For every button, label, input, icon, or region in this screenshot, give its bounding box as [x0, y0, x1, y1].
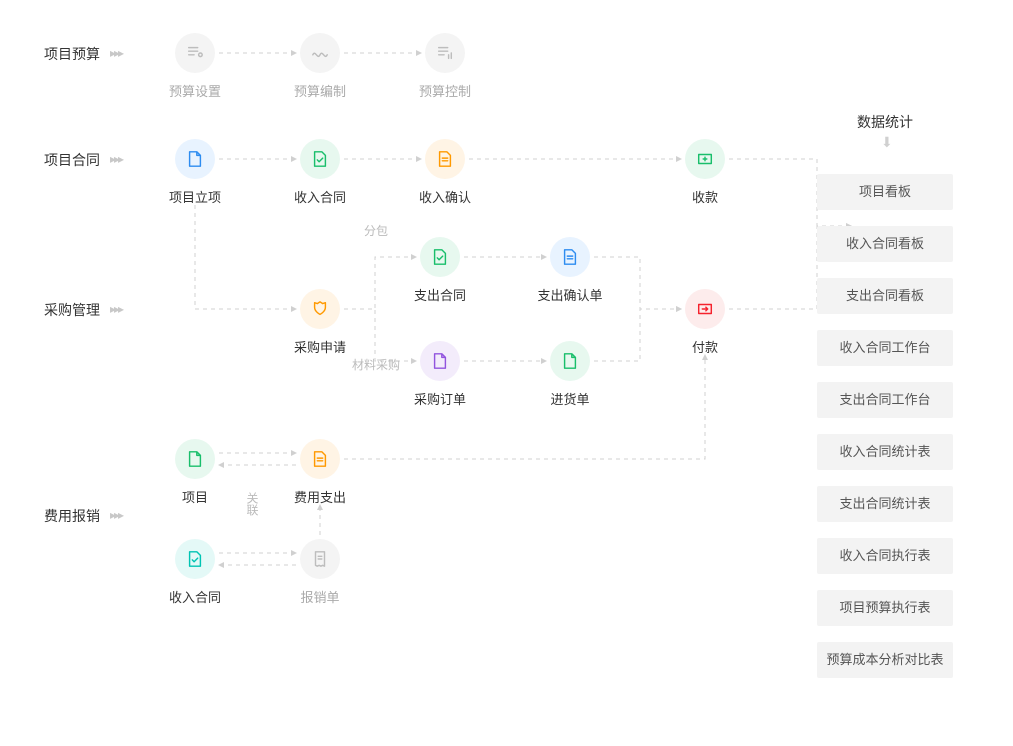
edge-label: 分包	[364, 222, 388, 239]
node-label: 收入合同	[285, 187, 355, 206]
node-income_cfm[interactable]: 收入确认	[410, 139, 480, 206]
stats-item-0[interactable]: 项目看板	[817, 174, 953, 210]
section-arrow-icon: ▸▸▸	[110, 46, 122, 60]
node-exp_cfm[interactable]: 支出确认单	[535, 237, 605, 304]
node-purchase_req[interactable]: 采购申请	[285, 289, 355, 356]
node-label: 预算编制	[285, 81, 355, 100]
stats-item-7[interactable]: 收入合同执行表	[817, 538, 953, 574]
node-reimb: 报销单	[285, 539, 355, 606]
edge-label: 关联	[244, 492, 261, 516]
node-po[interactable]: 采购订单	[405, 341, 475, 408]
node-label: 报销单	[285, 587, 355, 606]
node-income_ct[interactable]: 收入合同	[285, 139, 355, 206]
doc-icon	[550, 341, 590, 381]
node-label: 进货单	[535, 389, 605, 408]
badge-icon	[300, 289, 340, 329]
stats-title: 数据统计	[857, 112, 913, 132]
node-label: 收入确认	[410, 187, 480, 206]
node-label: 采购订单	[405, 389, 475, 408]
section-budget: 项目预算	[44, 44, 100, 64]
node-income_ct2[interactable]: 收入合同	[160, 539, 230, 606]
stats-item-1[interactable]: 收入合同看板	[817, 226, 953, 262]
doc-icon	[175, 439, 215, 479]
doc-check-icon	[175, 539, 215, 579]
stats-item-5[interactable]: 收入合同统计表	[817, 434, 953, 470]
money-out-icon	[685, 289, 725, 329]
doc-icon	[420, 341, 460, 381]
stats-item-2[interactable]: 支出合同看板	[817, 278, 953, 314]
wave-icon	[300, 33, 340, 73]
node-label: 费用支出	[285, 487, 355, 506]
section-contract: 项目合同	[44, 150, 100, 170]
node-budget_set: 预算设置	[160, 33, 230, 100]
node-budget_ctrl: 预算控制	[410, 33, 480, 100]
doc-icon	[175, 139, 215, 179]
node-label: 预算控制	[410, 81, 480, 100]
money-in-icon	[685, 139, 725, 179]
node-payment[interactable]: 付款	[670, 289, 740, 356]
node-label: 预算设置	[160, 81, 230, 100]
doc-tick-icon	[425, 139, 465, 179]
stats-item-4[interactable]: 支出合同工作台	[817, 382, 953, 418]
down-arrow-icon: ⬇	[881, 134, 893, 151]
stats-item-6[interactable]: 支出合同统计表	[817, 486, 953, 522]
node-label: 收入合同	[160, 587, 230, 606]
list-gear-icon	[175, 33, 215, 73]
node-grn[interactable]: 进货单	[535, 341, 605, 408]
node-exp_ct[interactable]: 支出合同	[405, 237, 475, 304]
node-label: 支出确认单	[535, 285, 605, 304]
doc-check-icon	[300, 139, 340, 179]
node-budget_edit: 预算编制	[285, 33, 355, 100]
list-bar-icon	[425, 33, 465, 73]
node-label: 采购申请	[285, 337, 355, 356]
doc-tick-icon	[550, 237, 590, 277]
node-label: 项目	[160, 487, 230, 506]
node-label: 项目立项	[160, 187, 230, 206]
node-proj_init[interactable]: 项目立项	[160, 139, 230, 206]
node-label: 支出合同	[405, 285, 475, 304]
stats-item-9[interactable]: 预算成本分析对比表	[817, 642, 953, 678]
section-arrow-icon: ▸▸▸	[110, 508, 122, 522]
section-purchase: 采购管理	[44, 300, 100, 320]
node-receipt[interactable]: 收款	[670, 139, 740, 206]
stats-item-8[interactable]: 项目预算执行表	[817, 590, 953, 626]
receipt-icon	[300, 539, 340, 579]
node-label: 收款	[670, 187, 740, 206]
section-arrow-icon: ▸▸▸	[110, 152, 122, 166]
doc-tick-icon	[300, 439, 340, 479]
stats-item-3[interactable]: 收入合同工作台	[817, 330, 953, 366]
section-arrow-icon: ▸▸▸	[110, 302, 122, 316]
node-cost_exp[interactable]: 费用支出	[285, 439, 355, 506]
doc-check-icon	[420, 237, 460, 277]
node-project[interactable]: 项目	[160, 439, 230, 506]
node-label: 付款	[670, 337, 740, 356]
section-expense: 费用报销	[44, 506, 100, 526]
edge-label: 材料采购	[352, 356, 400, 373]
